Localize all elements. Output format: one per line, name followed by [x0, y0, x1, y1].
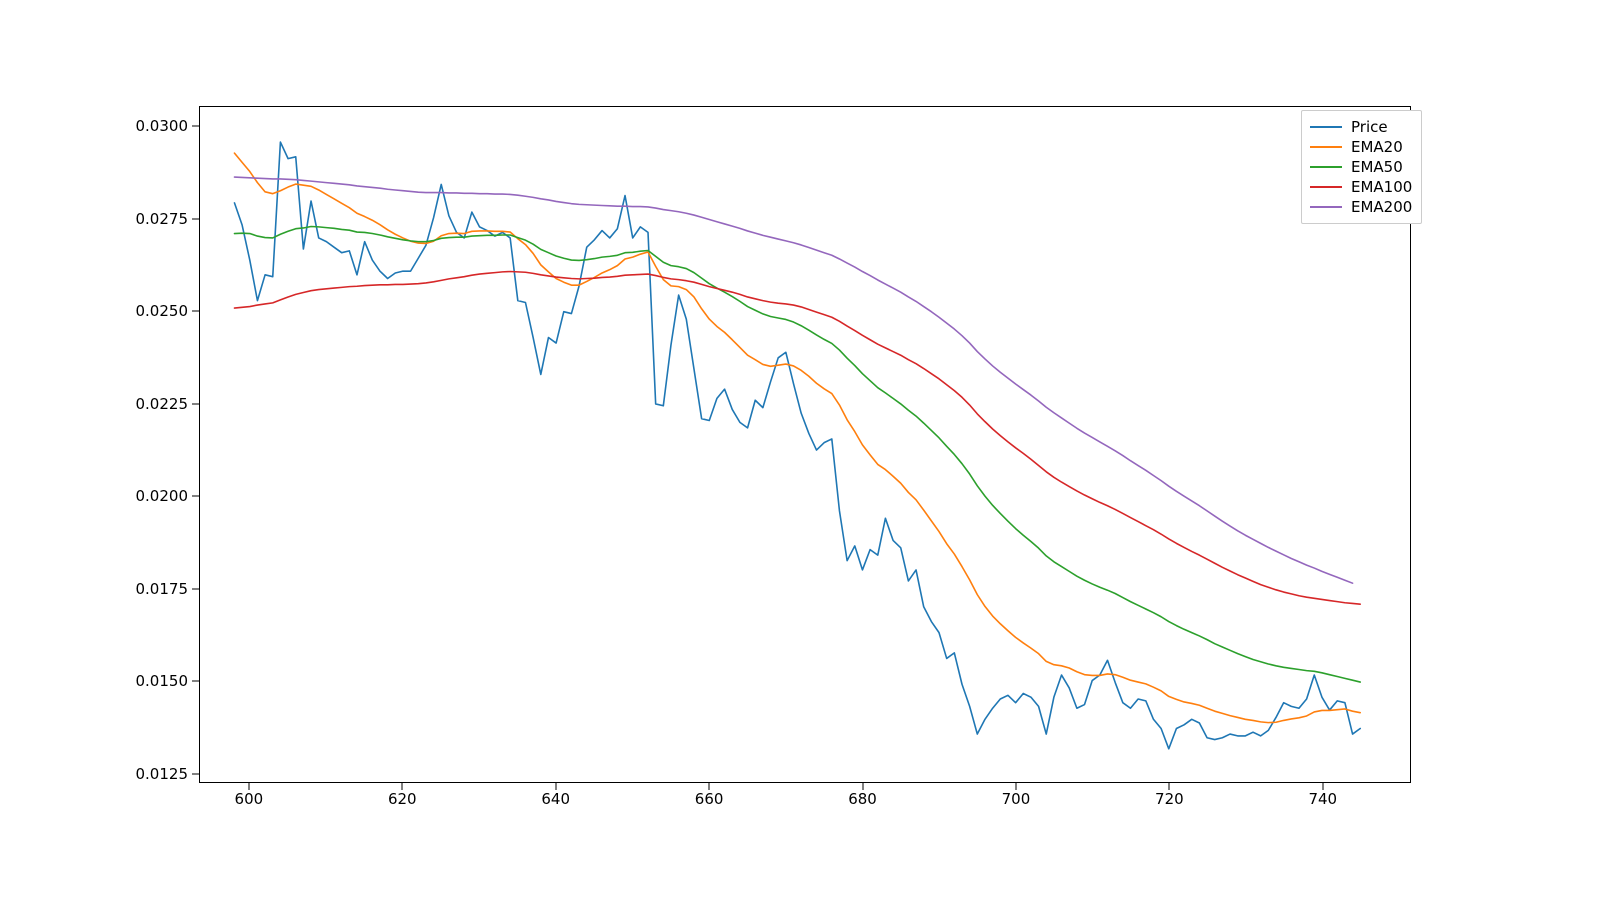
y-tick-label: 0.0150: [135, 672, 189, 691]
y-tick-label: 0.0250: [135, 302, 189, 321]
x-tick-mark: [555, 783, 557, 790]
x-tick-label: 600: [234, 790, 264, 808]
y-tick-label: 0.0225: [135, 394, 189, 413]
y-tick-mark: [192, 588, 199, 590]
x-tick-mark: [248, 783, 250, 790]
y-tick-label: 0.0125: [135, 764, 189, 783]
legend-color-swatch: [1310, 146, 1342, 148]
y-tick-label: 0.0275: [135, 209, 189, 228]
x-tick-label: 720: [1155, 790, 1184, 808]
x-tick-mark: [1322, 783, 1324, 790]
y-tick-label: 0.0200: [135, 487, 189, 506]
plot-area: [199, 106, 1411, 783]
y-tick-mark: [192, 218, 199, 220]
y-tick-label: 0.0300: [135, 117, 189, 136]
x-tick-label: 680: [848, 790, 877, 808]
y-tick-mark: [192, 310, 199, 312]
x-tick-mark: [1168, 783, 1170, 790]
legend-item-ema20[interactable]: EMA20: [1310, 137, 1412, 157]
series-line-ema20: [234, 153, 1360, 723]
legend-item-label: Price: [1351, 118, 1388, 136]
y-tick-mark: [192, 773, 199, 775]
y-tick-mark: [192, 403, 199, 405]
series-line-price: [234, 142, 1360, 749]
y-tick-mark: [192, 125, 199, 127]
series-line-ema200: [234, 177, 1352, 583]
legend-item-label: EMA100: [1351, 178, 1413, 196]
y-tick-mark: [192, 680, 199, 682]
legend-color-swatch: [1310, 206, 1342, 208]
chart-legend[interactable]: Price EMA20 EMA50 EMA100 EMA200: [1301, 110, 1423, 224]
series-line-ema50: [234, 227, 1360, 683]
legend-color-swatch: [1310, 186, 1342, 188]
x-tick-label: 660: [694, 790, 724, 808]
legend-item-label: EMA50: [1351, 158, 1403, 176]
x-tick-label: 640: [541, 790, 571, 808]
legend-item-ema100[interactable]: EMA100: [1310, 177, 1412, 197]
legend-color-swatch: [1310, 166, 1342, 168]
legend-item-ema50[interactable]: EMA50: [1310, 157, 1412, 177]
plot-lines: [200, 107, 1410, 782]
y-axis-tick-labels: 0.0125 0.0150 0.0175 0.0200 0.0225 0.0250 0.02…: [100, 0, 189, 900]
x-tick-mark: [1015, 783, 1017, 790]
legend-item-label: EMA20: [1351, 138, 1403, 156]
x-tick-label: 740: [1308, 790, 1338, 808]
series-line-ema100: [234, 272, 1360, 605]
x-tick-label: 700: [1001, 790, 1031, 808]
legend-color-swatch: [1310, 126, 1342, 128]
x-tick-label: 620: [387, 790, 417, 808]
legend-item-ema200[interactable]: EMA200: [1310, 197, 1412, 217]
legend-item-price[interactable]: Price: [1310, 117, 1412, 137]
x-tick-mark: [862, 783, 864, 790]
y-tick-label: 0.0175: [135, 579, 189, 598]
y-tick-mark: [192, 495, 199, 497]
x-axis-tick-labels: 600 620 640 660 680 700 720 740: [0, 790, 1600, 820]
x-tick-mark: [401, 783, 403, 790]
x-tick-mark: [708, 783, 710, 790]
legend-item-label: EMA200: [1351, 198, 1413, 216]
